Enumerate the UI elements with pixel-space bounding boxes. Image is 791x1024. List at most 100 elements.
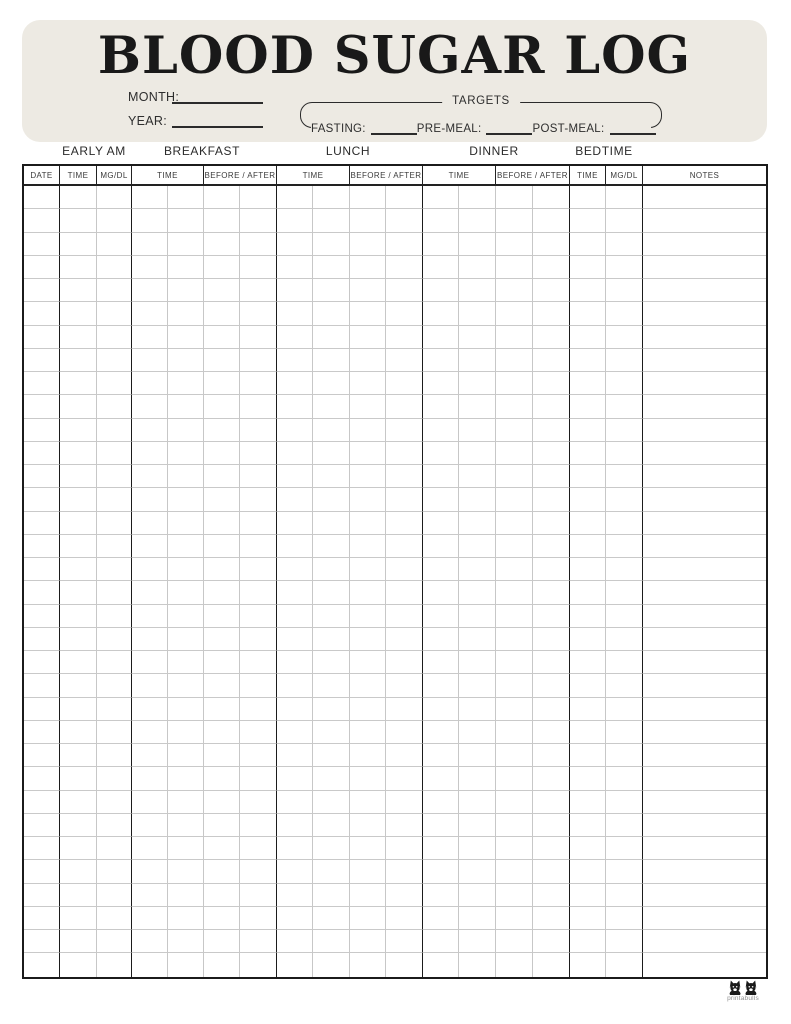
log-cell[interactable] bbox=[459, 581, 496, 605]
log-cell[interactable] bbox=[60, 465, 97, 489]
log-cell[interactable] bbox=[606, 581, 643, 605]
log-cell[interactable] bbox=[204, 813, 240, 837]
log-cell[interactable] bbox=[97, 744, 132, 768]
log-cell[interactable] bbox=[204, 627, 240, 651]
log-cell[interactable] bbox=[386, 418, 423, 442]
log-cell[interactable] bbox=[459, 627, 496, 651]
log-cell[interactable] bbox=[24, 209, 60, 233]
log-cell[interactable] bbox=[423, 441, 459, 465]
log-cell[interactable] bbox=[240, 465, 277, 489]
log-cell[interactable] bbox=[24, 883, 60, 907]
log-cell[interactable] bbox=[24, 418, 60, 442]
log-cell[interactable] bbox=[240, 697, 277, 721]
log-cell[interactable] bbox=[459, 186, 496, 210]
log-cell[interactable] bbox=[386, 674, 423, 698]
log-cell[interactable] bbox=[60, 325, 97, 349]
log-cell[interactable] bbox=[60, 744, 97, 768]
log-cell[interactable] bbox=[240, 767, 277, 791]
log-cell[interactable] bbox=[459, 953, 496, 977]
log-cell[interactable] bbox=[168, 302, 204, 326]
log-cell[interactable] bbox=[643, 233, 766, 256]
log-cell[interactable] bbox=[606, 488, 643, 512]
log-cell[interactable] bbox=[386, 325, 423, 349]
log-cell[interactable] bbox=[350, 302, 386, 326]
log-cell[interactable] bbox=[459, 372, 496, 396]
log-cell[interactable] bbox=[168, 860, 204, 884]
log-cell[interactable] bbox=[313, 186, 350, 210]
log-cell[interactable] bbox=[313, 744, 350, 768]
log-cell[interactable] bbox=[459, 255, 496, 279]
log-cell[interactable] bbox=[643, 791, 766, 814]
log-cell[interactable] bbox=[132, 558, 168, 582]
log-cell[interactable] bbox=[313, 395, 350, 419]
log-cell[interactable] bbox=[533, 558, 570, 582]
log-cell[interactable] bbox=[533, 209, 570, 233]
pre-meal-input-line[interactable] bbox=[486, 125, 533, 135]
log-cell[interactable] bbox=[97, 720, 132, 744]
log-cell[interactable] bbox=[132, 883, 168, 907]
log-cell[interactable] bbox=[350, 534, 386, 558]
log-cell[interactable] bbox=[496, 720, 533, 744]
log-cell[interactable] bbox=[132, 395, 168, 419]
log-cell[interactable] bbox=[533, 813, 570, 837]
log-cell[interactable] bbox=[277, 720, 313, 744]
log-cell[interactable] bbox=[606, 697, 643, 721]
log-cell[interactable] bbox=[277, 837, 313, 861]
log-cell[interactable] bbox=[350, 488, 386, 512]
log-cell[interactable] bbox=[132, 906, 168, 930]
log-cell[interactable] bbox=[240, 604, 277, 628]
log-cell[interactable] bbox=[204, 395, 240, 419]
log-cell[interactable] bbox=[313, 488, 350, 512]
log-cell[interactable] bbox=[60, 581, 97, 605]
log-cell[interactable] bbox=[313, 441, 350, 465]
log-cell[interactable] bbox=[313, 720, 350, 744]
log-cell[interactable] bbox=[496, 697, 533, 721]
log-cell[interactable] bbox=[533, 511, 570, 535]
log-cell[interactable] bbox=[60, 232, 97, 256]
log-cell[interactable] bbox=[570, 348, 606, 372]
log-cell[interactable] bbox=[459, 674, 496, 698]
log-cell[interactable] bbox=[277, 465, 313, 489]
log-cell[interactable] bbox=[277, 697, 313, 721]
log-cell[interactable] bbox=[533, 790, 570, 814]
log-cell[interactable] bbox=[423, 372, 459, 396]
log-cell[interactable] bbox=[423, 395, 459, 419]
log-cell[interactable] bbox=[423, 860, 459, 884]
log-cell[interactable] bbox=[240, 372, 277, 396]
log-cell[interactable] bbox=[313, 418, 350, 442]
log-cell[interactable] bbox=[533, 186, 570, 210]
log-cell[interactable] bbox=[496, 325, 533, 349]
log-cell[interactable] bbox=[168, 511, 204, 535]
log-cell[interactable] bbox=[277, 790, 313, 814]
log-cell[interactable] bbox=[132, 674, 168, 698]
log-cell[interactable] bbox=[643, 279, 766, 303]
log-cell[interactable] bbox=[533, 651, 570, 675]
log-cell[interactable] bbox=[606, 790, 643, 814]
log-cell[interactable] bbox=[459, 465, 496, 489]
log-cell[interactable] bbox=[204, 581, 240, 605]
log-cell[interactable] bbox=[60, 906, 97, 930]
log-cell[interactable] bbox=[168, 395, 204, 419]
log-cell[interactable] bbox=[570, 930, 606, 954]
log-cell[interactable] bbox=[97, 860, 132, 884]
log-cell[interactable] bbox=[97, 348, 132, 372]
log-cell[interactable] bbox=[240, 418, 277, 442]
log-cell[interactable] bbox=[24, 651, 60, 675]
log-cell[interactable] bbox=[240, 906, 277, 930]
log-cell[interactable] bbox=[496, 395, 533, 419]
log-cell[interactable] bbox=[459, 348, 496, 372]
log-cell[interactable] bbox=[277, 558, 313, 582]
log-cell[interactable] bbox=[423, 232, 459, 256]
log-cell[interactable] bbox=[643, 884, 766, 907]
log-cell[interactable] bbox=[643, 488, 766, 512]
log-cell[interactable] bbox=[313, 953, 350, 977]
log-cell[interactable] bbox=[168, 953, 204, 977]
log-cell[interactable] bbox=[423, 465, 459, 489]
log-cell[interactable] bbox=[240, 255, 277, 279]
log-cell[interactable] bbox=[533, 302, 570, 326]
log-cell[interactable] bbox=[24, 813, 60, 837]
log-cell[interactable] bbox=[240, 279, 277, 303]
log-cell[interactable] bbox=[606, 534, 643, 558]
log-cell[interactable] bbox=[643, 372, 766, 396]
log-cell[interactable] bbox=[423, 558, 459, 582]
